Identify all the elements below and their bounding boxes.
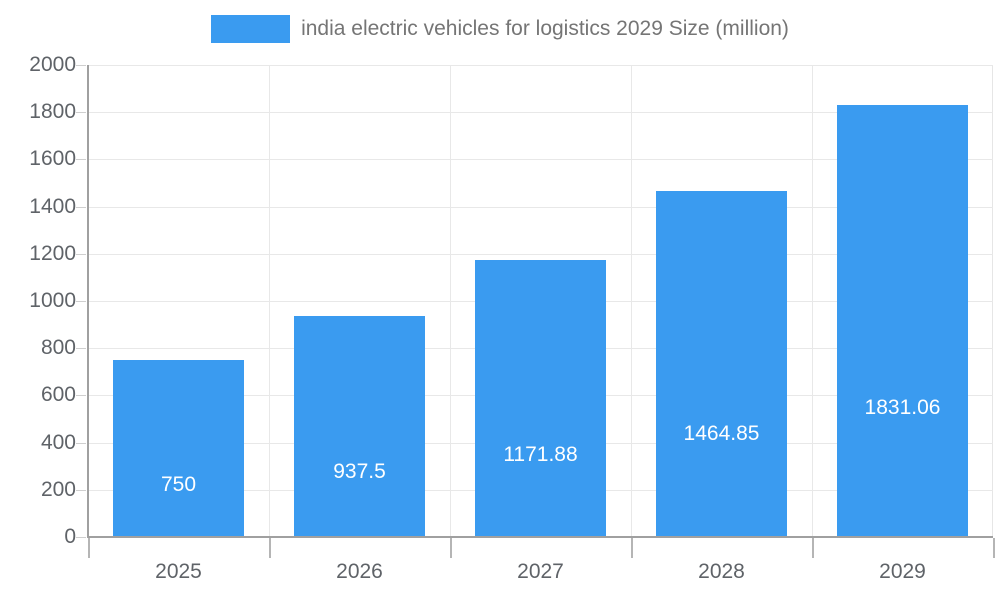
x-axis-tick-label: 2028: [698, 560, 745, 583]
y-axis-tick-mark: [76, 206, 86, 208]
y-axis-tick-mark: [76, 348, 86, 350]
y-axis-tick-label: 2000: [29, 53, 76, 76]
y-axis-tick-mark: [76, 65, 86, 66]
y-axis-tick-labels: 0 200 400 600 800 1000 1200 1400 1600 1800 2000: [0, 54, 76, 547]
y-axis-tick-mark: [76, 395, 86, 397]
bar-value-label: 1171.88: [503, 443, 578, 467]
y-axis-tick-label: 1200: [29, 241, 76, 265]
y-axis-tick-mark: [76, 301, 86, 302]
x-axis-tick-mark: [993, 538, 995, 558]
bar-value-label: 750: [160, 472, 197, 496]
x-axis-line: [88, 536, 993, 538]
y-axis-tick-mark: [76, 537, 86, 538]
legend-series-label: india electric vehicles for logistics 20…: [301, 17, 789, 40]
x-axis-tick-mark: [450, 538, 452, 558]
bar[interactable]: [837, 104, 968, 537]
y-axis-tick-mark: [76, 489, 86, 491]
bar-value-label: 1831.06: [864, 396, 941, 420]
bar[interactable]: [294, 315, 425, 537]
gridline-horizontal: [88, 253, 993, 255]
gridline-vertical: [269, 65, 270, 537]
y-axis-tick-label: 800: [40, 336, 76, 360]
chart-legend: india electric vehicles for logistics 20…: [0, 12, 1000, 46]
gridline-vertical: [450, 65, 451, 537]
gridline-horizontal: [88, 206, 993, 208]
y-axis-tick-label: 0: [64, 525, 76, 548]
y-axis-tick-mark: [76, 253, 86, 255]
x-axis-tick-mark: [812, 538, 814, 558]
bar-value-label: 937.5: [333, 459, 386, 483]
gridline-horizontal: [88, 112, 993, 114]
bar-value-label: 1464.85: [683, 422, 760, 446]
x-axis-tick-label: 2029: [879, 560, 926, 583]
x-axis-tick-mark: [88, 538, 90, 558]
legend-color-swatch: [211, 15, 291, 43]
bar[interactable]: [113, 360, 244, 537]
y-axis-tick-label: 1800: [29, 100, 76, 124]
y-axis-tick-label: 1000: [29, 289, 76, 312]
bar[interactable]: [475, 260, 606, 537]
y-axis-tick-mark: [76, 159, 86, 161]
x-axis-tick-label: 2026: [336, 560, 383, 583]
y-axis-line: [87, 65, 89, 538]
x-axis-tick-label: 2025: [155, 560, 202, 583]
y-axis-tick-label: 1400: [29, 194, 76, 218]
y-axis-tick-label: 600: [40, 383, 76, 407]
y-axis-tick-label: 200: [40, 477, 76, 501]
plot-area: 750 937.5 1171.88 1464.85 1831.06: [88, 65, 993, 538]
bar[interactable]: [656, 191, 787, 537]
y-axis-tick-mark: [76, 112, 86, 114]
gridline-vertical: [812, 65, 813, 537]
x-axis-tick-mark: [631, 538, 633, 558]
gridline-horizontal: [88, 159, 993, 161]
y-axis-tick-label: 1600: [29, 147, 76, 171]
gridline-horizontal: [88, 65, 993, 66]
x-axis-tick-mark: [269, 538, 271, 558]
gridline-vertical: [631, 65, 632, 537]
x-axis-tick-label: 2027: [517, 560, 564, 583]
y-axis-tick-mark: [76, 442, 86, 444]
y-axis-tick-label: 400: [40, 430, 76, 454]
